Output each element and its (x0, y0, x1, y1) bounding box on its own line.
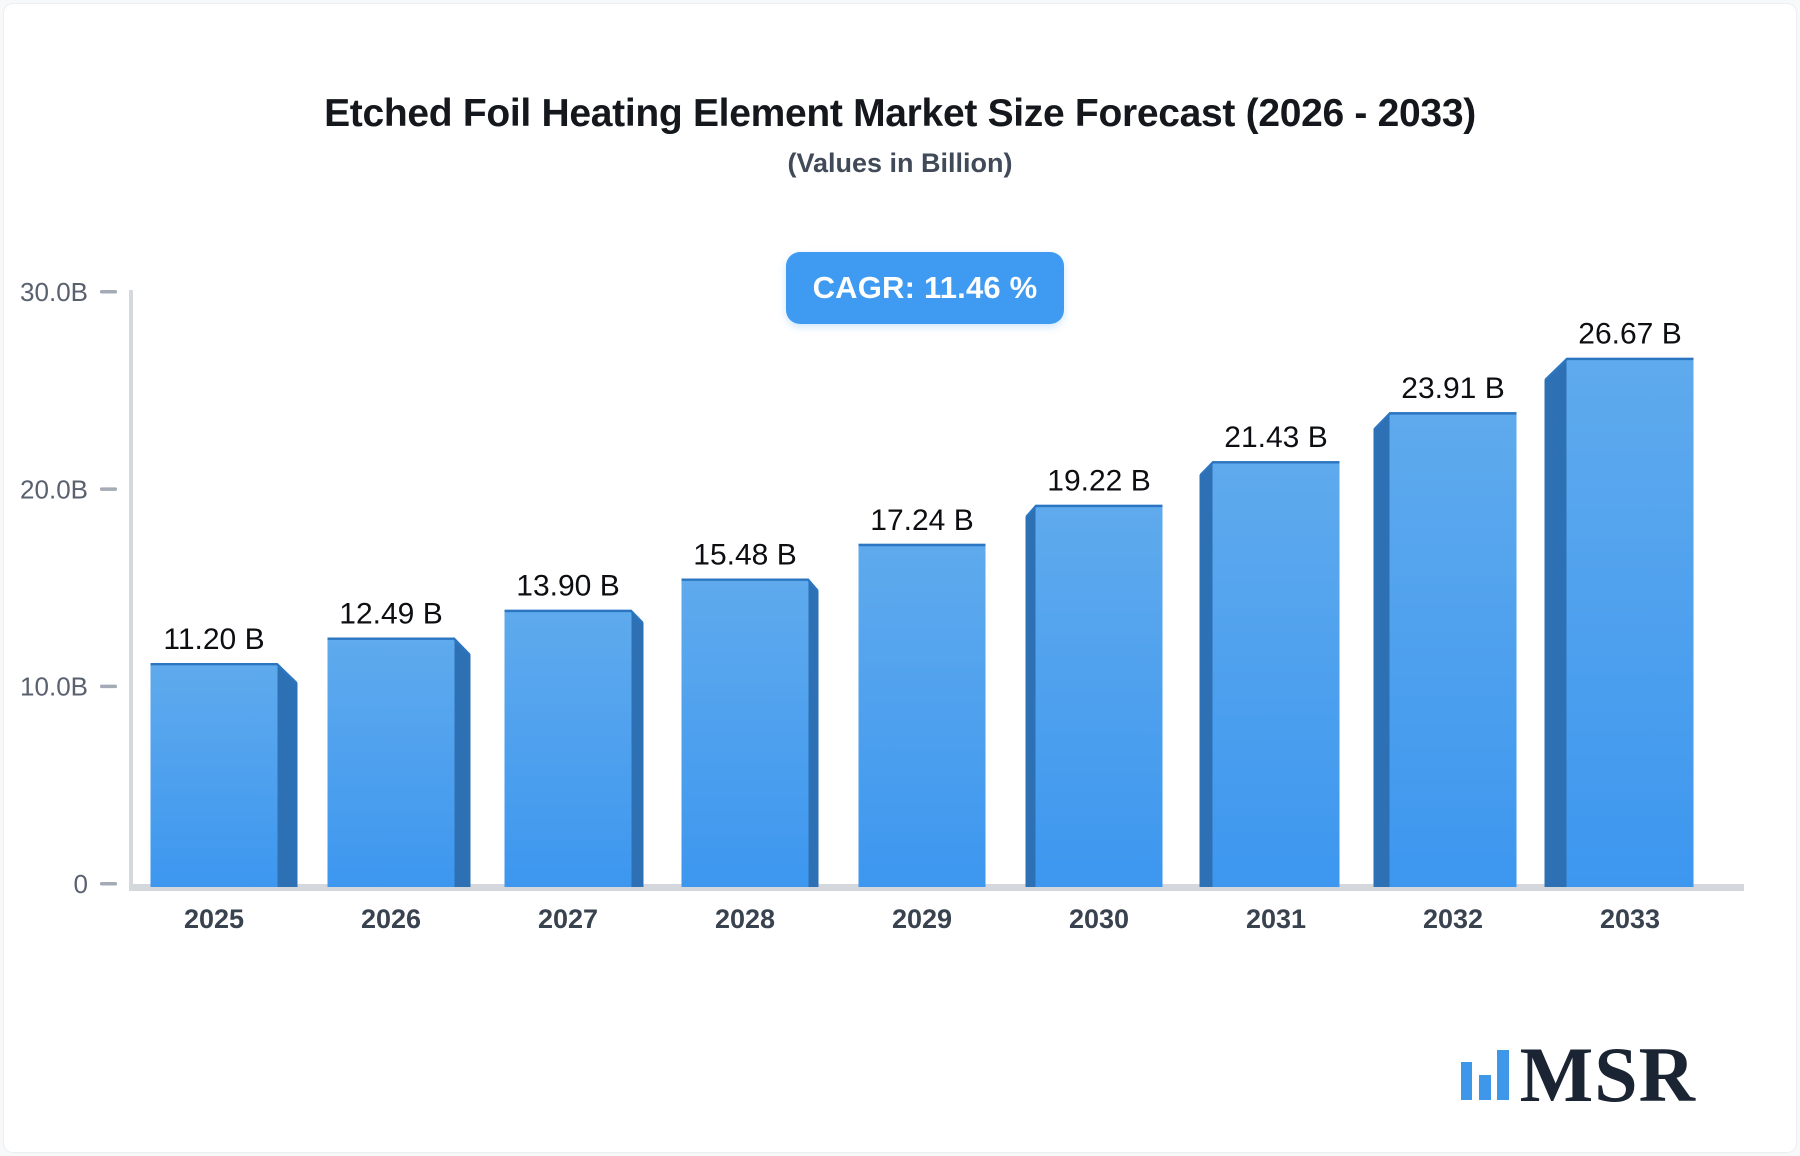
y-tick-label-10.0B: 10.0B (20, 672, 88, 702)
msr-logo-text: MSR (1519, 1031, 1696, 1118)
y-tick-mark-10.0B (100, 684, 117, 689)
msr-logo: MSR (1460, 1036, 1696, 1114)
value-label-2026: 12.49 B (339, 598, 442, 631)
logo-bar-2 (1478, 1075, 1491, 1100)
y-tick-mark-30.0B (100, 290, 117, 294)
x-tick-label-2029: 2029 (892, 904, 952, 934)
bar-side-2026 (454, 637, 471, 887)
y-tick-mark-0 (100, 882, 117, 886)
bar-2029 (858, 543, 986, 887)
bar-top-edge-2026 (327, 637, 471, 656)
value-label-2031: 21.43 B (1224, 421, 1327, 454)
bar-top-edge-2027 (504, 609, 644, 624)
value-label-2030: 19.22 B (1047, 465, 1150, 498)
bar-top-edge-2028 (681, 578, 819, 592)
bar-side-2032 (1373, 412, 1390, 887)
value-label-2028: 15.48 B (693, 539, 796, 572)
bar-side-2033 (1544, 357, 1567, 887)
bar-side-2027 (631, 609, 644, 887)
value-label-2029: 17.24 B (870, 504, 973, 537)
bar-top-edge-2032 (1373, 412, 1517, 431)
value-label-2033: 26.67 B (1578, 318, 1681, 351)
x-tick-label-2030: 2030 (1069, 904, 1129, 934)
x-tick-label-2027: 2027 (538, 904, 598, 934)
chart-title: Etched Foil Heating Element Market Size … (324, 92, 1476, 135)
msr-logo-bars-icon (1460, 1050, 1509, 1100)
bar-2025 (150, 662, 278, 887)
bar-top-edge-2025 (150, 662, 298, 684)
bar-2033 (1566, 357, 1694, 887)
x-tick-label-2025: 2025 (184, 904, 244, 934)
bar-2030 (1035, 504, 1163, 887)
bar-top-edge-2033 (1544, 357, 1694, 381)
bar-2028 (681, 578, 809, 887)
cagr-badge: CAGR: 11.46 % (786, 252, 1064, 324)
value-label-2032: 23.91 B (1401, 372, 1504, 405)
value-label-2027: 13.90 B (516, 570, 619, 603)
y-tick-label-0: 0 (74, 869, 88, 899)
x-axis-baseline (129, 884, 1744, 891)
bar-side-2031 (1199, 461, 1213, 887)
bar-side-2025 (277, 662, 298, 887)
bar-side-2030 (1025, 504, 1036, 887)
value-label-2025: 11.20 B (163, 623, 264, 656)
bar-2031 (1212, 461, 1340, 887)
y-axis-line (129, 290, 133, 891)
bar-2032 (1389, 412, 1517, 887)
x-tick-label-2032: 2032 (1423, 904, 1483, 934)
x-tick-label-2031: 2031 (1246, 904, 1306, 934)
y-tick-label-20.0B: 20.0B (20, 474, 88, 504)
y-tick-label-30.0B: 30.0B (20, 277, 88, 307)
x-tick-label-2033: 2033 (1600, 904, 1660, 934)
bar-top-edge-2031 (1199, 461, 1340, 476)
logo-bar-3 (1496, 1050, 1509, 1100)
x-tick-label-2026: 2026 (361, 904, 421, 934)
chart-subtitle: (Values in Billion) (787, 148, 1013, 178)
y-tick-mark-20.0B (100, 487, 117, 491)
logo-bar-1 (1460, 1062, 1472, 1100)
x-tick-label-2028: 2028 (715, 904, 775, 934)
bar-top-edge-2030 (1025, 504, 1163, 518)
bar-2026 (327, 637, 455, 887)
bar-side-2028 (808, 578, 819, 887)
bar-2027 (504, 609, 632, 887)
